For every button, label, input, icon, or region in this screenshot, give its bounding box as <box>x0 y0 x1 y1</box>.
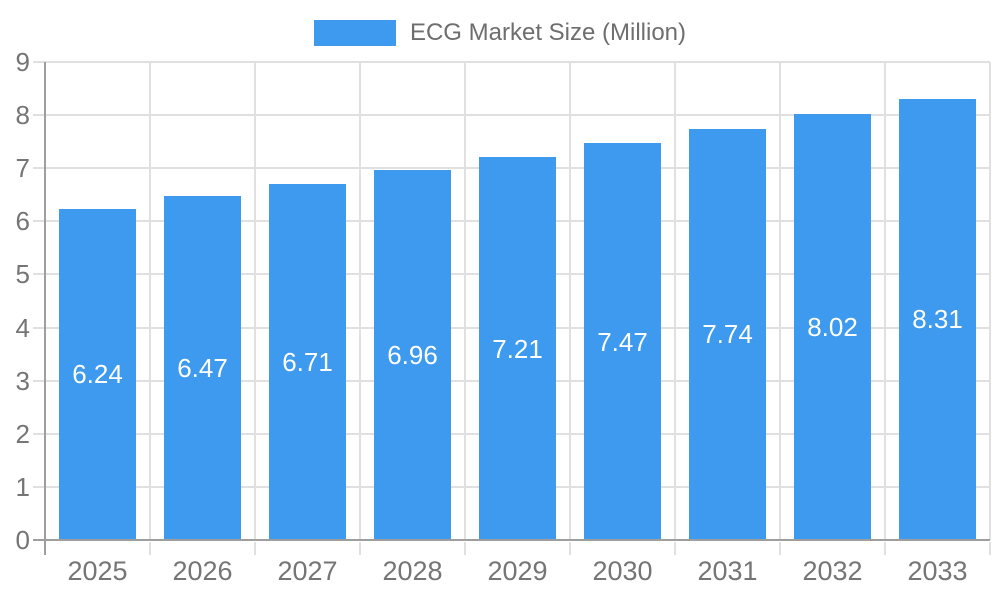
y-tick-label: 1 <box>15 471 30 502</box>
bar-value-label: 7.74 <box>702 319 753 350</box>
x-tick-label: 2025 <box>67 556 128 586</box>
bar-value-label: 8.02 <box>807 312 858 343</box>
bar: 8.02 <box>794 114 871 540</box>
y-tick-label: 6 <box>15 206 30 237</box>
legend-swatch <box>313 20 396 46</box>
bar: 7.21 <box>479 157 556 540</box>
x-tick-label: 2031 <box>697 556 758 586</box>
gridline-vertical <box>989 62 991 540</box>
bar-value-label: 8.31 <box>912 304 963 335</box>
y-tick-label: 0 <box>15 525 30 555</box>
y-axis-tick <box>33 485 45 488</box>
bar-value-label: 6.47 <box>177 353 228 384</box>
gridline-vertical <box>569 62 571 540</box>
x-axis-tick <box>884 542 886 555</box>
bar: 7.47 <box>584 143 661 540</box>
y-tick-label: 2 <box>15 418 30 449</box>
gridline-vertical <box>464 62 466 540</box>
y-axis-tick <box>33 167 45 170</box>
x-axis-tick <box>569 542 571 555</box>
gridline-horizontal <box>45 114 990 117</box>
y-axis-tick <box>33 61 45 63</box>
x-tick-label: 2026 <box>172 556 233 586</box>
y-tick-label: 8 <box>15 100 30 131</box>
y-axis-tick <box>33 379 45 382</box>
gridline-vertical <box>254 62 256 540</box>
bar: 6.71 <box>269 183 346 540</box>
x-axis-tick <box>989 542 991 555</box>
y-tick-label: 3 <box>15 365 30 396</box>
bar: 6.96 <box>374 170 451 540</box>
bar: 6.47 <box>164 196 241 540</box>
x-tick-label: 2033 <box>907 556 968 586</box>
y-axis-line <box>44 62 46 555</box>
y-axis-tick <box>33 114 45 117</box>
gridline-horizontal <box>45 61 990 63</box>
bar: 8.31 <box>899 98 976 540</box>
x-tick-label: 2029 <box>487 556 548 586</box>
gridline-vertical <box>779 62 781 540</box>
bar-value-label: 6.71 <box>282 346 333 377</box>
gridline-vertical <box>674 62 676 540</box>
y-tick-label: 5 <box>15 259 30 290</box>
gridline-vertical <box>359 62 361 540</box>
x-axis-tick <box>464 542 466 555</box>
x-axis-tick <box>779 542 781 555</box>
x-tick-label: 2028 <box>382 556 443 586</box>
y-axis-tick <box>33 220 45 223</box>
gridline-vertical <box>149 62 151 540</box>
y-tick-label: 7 <box>15 153 30 184</box>
bar-value-label: 7.21 <box>492 333 543 364</box>
y-tick-label: 9 <box>15 47 30 77</box>
bar: 7.74 <box>689 128 766 540</box>
x-axis-tick <box>674 542 676 555</box>
legend: ECG Market Size (Million) <box>0 15 1000 51</box>
y-axis-tick <box>33 326 45 329</box>
x-tick-label: 2032 <box>802 556 863 586</box>
bar-value-label: 7.47 <box>597 326 648 357</box>
gridline-vertical <box>884 62 886 540</box>
bar-value-label: 6.24 <box>72 359 123 390</box>
x-axis-tick <box>359 542 361 555</box>
x-tick-label: 2030 <box>592 556 653 586</box>
y-axis-tick <box>33 273 45 276</box>
y-tick-label: 4 <box>15 312 30 343</box>
y-axis-tick <box>33 432 45 435</box>
x-tick-label: 2027 <box>277 556 338 586</box>
bar-value-label: 6.96 <box>387 340 438 371</box>
x-axis-line <box>33 539 990 541</box>
x-axis-tick <box>254 542 256 555</box>
bar: 6.24 <box>59 208 136 540</box>
x-axis-tick <box>149 542 151 555</box>
legend-label: ECG Market Size (Million) <box>409 19 687 46</box>
